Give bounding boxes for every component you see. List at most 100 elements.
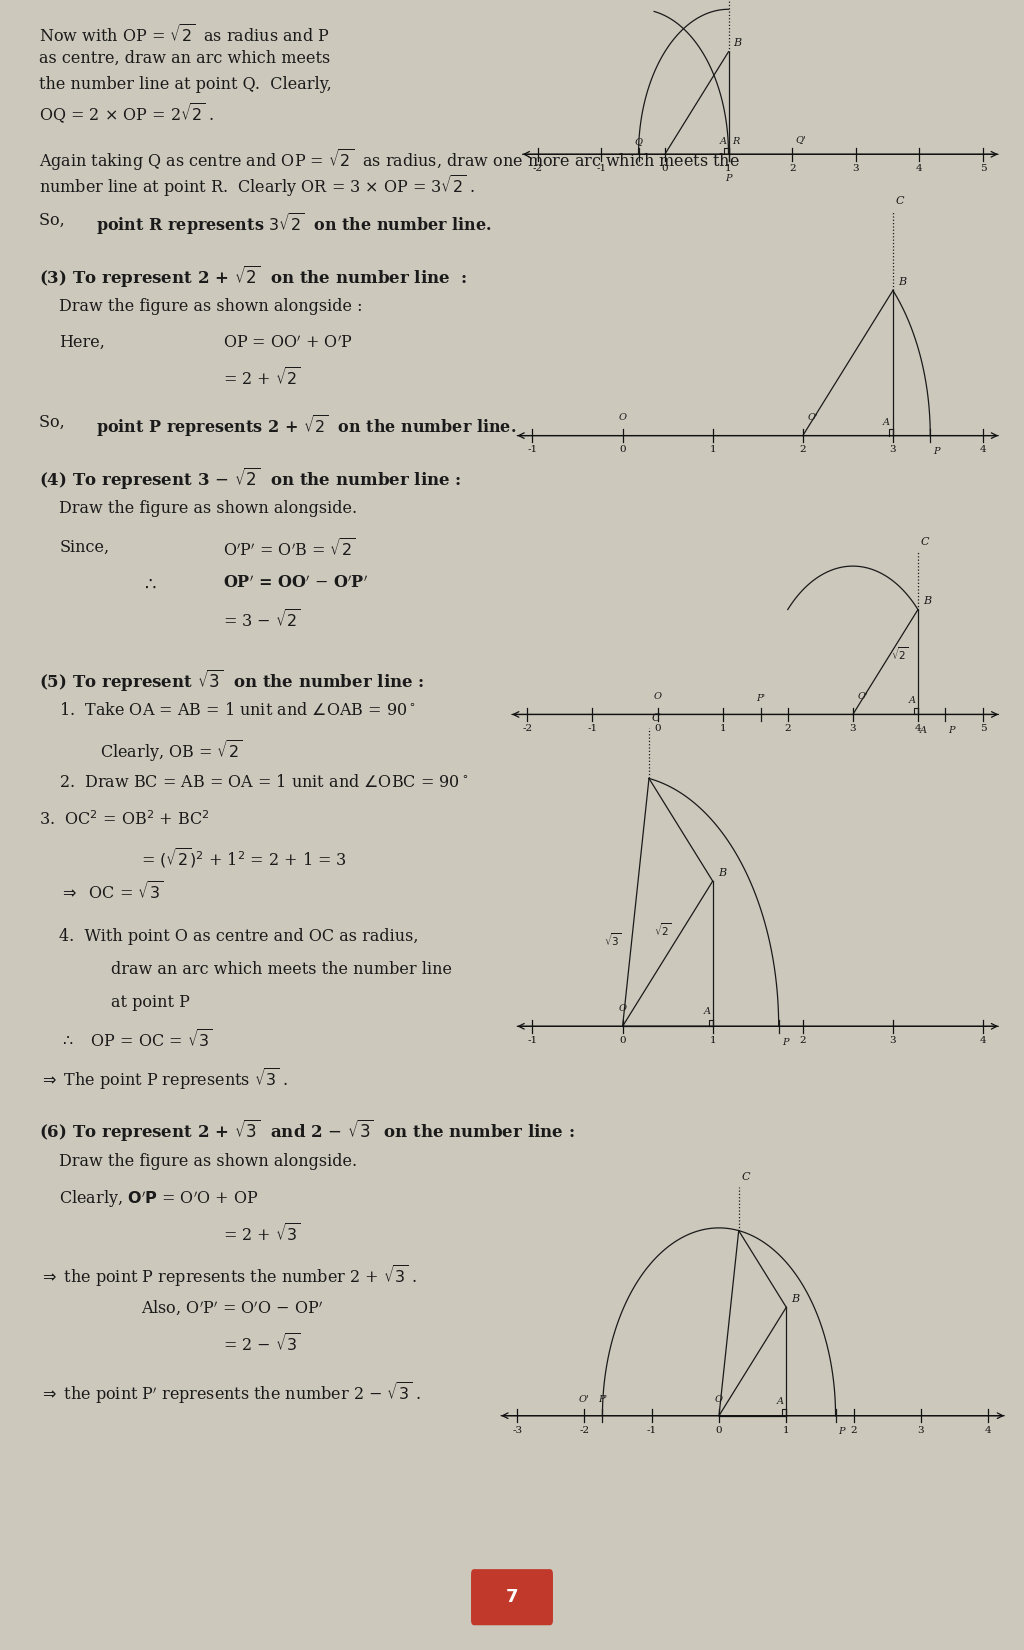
Text: 2: 2 <box>788 163 796 173</box>
Text: point R represents $3\sqrt{2}$  on the number line.: point R represents $3\sqrt{2}$ on the nu… <box>96 211 493 238</box>
Text: A: A <box>920 726 927 734</box>
Text: P: P <box>933 447 940 455</box>
Text: R: R <box>732 137 740 147</box>
Text: 3: 3 <box>850 724 856 733</box>
Text: -1: -1 <box>596 163 606 173</box>
Text: O: O <box>715 1396 723 1404</box>
Text: P': P' <box>598 1396 607 1404</box>
Text: C: C <box>741 1172 751 1183</box>
Text: point P represents 2 + $\sqrt{2}$  on the number line.: point P represents 2 + $\sqrt{2}$ on the… <box>96 414 516 439</box>
Text: Now with OP = $\sqrt{2}$  as radius and P: Now with OP = $\sqrt{2}$ as radius and P <box>39 25 330 46</box>
Text: C: C <box>921 536 930 546</box>
Text: P: P <box>839 1427 845 1436</box>
Text: A: A <box>777 1398 784 1406</box>
Text: OQ = 2 $\times$ OP = 2$\sqrt{2}$ .: OQ = 2 $\times$ OP = 2$\sqrt{2}$ . <box>39 102 214 125</box>
Text: Clearly, OB = $\sqrt{2}$: Clearly, OB = $\sqrt{2}$ <box>100 738 243 764</box>
Text: -1: -1 <box>588 724 598 733</box>
Text: 2: 2 <box>850 1426 857 1434</box>
Text: Since,: Since, <box>59 540 110 556</box>
Text: So,: So, <box>39 414 70 431</box>
Text: $\therefore$   OP = OC = $\sqrt{3}$: $\therefore$ OP = OC = $\sqrt{3}$ <box>59 1030 213 1053</box>
Text: $\therefore$: $\therefore$ <box>141 574 157 592</box>
Text: 0: 0 <box>620 446 626 454</box>
Text: 5: 5 <box>980 724 986 733</box>
Text: A: A <box>883 419 890 427</box>
Text: $\Rightarrow$ the point P$'$ represents the number 2 $-$ $\sqrt{3}$ .: $\Rightarrow$ the point P$'$ represents … <box>39 1381 421 1406</box>
Text: $\sqrt{3}$: $\sqrt{3}$ <box>604 931 622 947</box>
Text: O: O <box>618 1005 627 1013</box>
Text: B: B <box>792 1294 800 1304</box>
Text: Draw the figure as shown alongside :: Draw the figure as shown alongside : <box>59 299 362 315</box>
Text: B: B <box>898 277 906 287</box>
Text: $\Rightarrow$  OC = $\sqrt{3}$: $\Rightarrow$ OC = $\sqrt{3}$ <box>59 881 164 904</box>
Text: 5: 5 <box>980 163 986 173</box>
Text: number line at point R.  Clearly OR = 3 $\times$ OP = 3$\sqrt{2}$ .: number line at point R. Clearly OR = 3 $… <box>39 173 475 200</box>
Text: (5) To represent $\sqrt{3}$  on the number line :: (5) To represent $\sqrt{3}$ on the numbe… <box>39 667 424 693</box>
Text: 2.  Draw BC = AB = OA = 1 unit and $\angle$OBC = 90$^\circ$: 2. Draw BC = AB = OA = 1 unit and $\angl… <box>59 774 469 790</box>
Text: -2: -2 <box>580 1426 590 1434</box>
Text: P: P <box>948 726 954 734</box>
Text: Q: Q <box>635 137 642 147</box>
Text: B: B <box>923 596 931 606</box>
Text: OP$'$ = OO$'$ $-$ O$'$P$'$: OP$'$ = OO$'$ $-$ O$'$P$'$ <box>223 574 369 592</box>
Text: 2: 2 <box>800 446 806 454</box>
Text: 3: 3 <box>890 1036 896 1044</box>
Text: (3) To represent 2 + $\sqrt{2}$  on the number line  :: (3) To represent 2 + $\sqrt{2}$ on the n… <box>39 262 467 289</box>
Text: C: C <box>896 196 904 206</box>
Text: 1: 1 <box>719 724 726 733</box>
Text: -1: -1 <box>527 446 538 454</box>
Text: = 2 + $\sqrt{3}$: = 2 + $\sqrt{3}$ <box>223 1224 301 1246</box>
Text: P: P <box>781 1038 788 1046</box>
Text: draw an arc which meets the number line: draw an arc which meets the number line <box>111 960 452 978</box>
Text: 7: 7 <box>506 1589 518 1605</box>
FancyBboxPatch shape <box>471 1569 553 1625</box>
Text: 4.  With point O as centre and OC as radius,: 4. With point O as centre and OC as radi… <box>59 927 419 944</box>
Text: Clearly, $\mathbf{O'P}$ = O$'$O + OP: Clearly, $\mathbf{O'P}$ = O$'$O + OP <box>59 1188 259 1209</box>
Text: OP = OO$'$ + O$'$P: OP = OO$'$ + O$'$P <box>223 335 353 351</box>
Text: 3.  OC$^2$ = OB$^2$ + BC$^2$: 3. OC$^2$ = OB$^2$ + BC$^2$ <box>39 810 209 828</box>
Text: -2: -2 <box>522 724 532 733</box>
Text: B: B <box>733 38 741 48</box>
Text: Here,: Here, <box>59 335 105 351</box>
Text: as centre, draw an arc which meets: as centre, draw an arc which meets <box>39 51 330 68</box>
Text: 4: 4 <box>985 1426 991 1434</box>
Text: A: A <box>909 696 915 705</box>
Text: 1: 1 <box>725 163 732 173</box>
Text: $\sqrt{2}$: $\sqrt{2}$ <box>654 921 672 939</box>
Text: C: C <box>652 713 660 723</box>
Text: $\Rightarrow$ The point P represents $\sqrt{3}$ .: $\Rightarrow$ The point P represents $\s… <box>39 1066 289 1092</box>
Text: 3: 3 <box>852 163 859 173</box>
Text: So,: So, <box>39 211 70 228</box>
Text: = 2 $-$ $\sqrt{3}$: = 2 $-$ $\sqrt{3}$ <box>223 1335 301 1356</box>
Text: A: A <box>720 137 726 147</box>
Text: -1: -1 <box>646 1426 656 1434</box>
Text: -2: -2 <box>532 163 543 173</box>
Text: O: O <box>618 414 627 422</box>
Text: B: B <box>718 868 726 878</box>
Text: P: P <box>725 175 732 183</box>
Text: $\Rightarrow$ the point P represents the number 2 + $\sqrt{3}$ .: $\Rightarrow$ the point P represents the… <box>39 1262 418 1289</box>
Text: 0: 0 <box>654 724 660 733</box>
Text: P': P' <box>756 695 765 703</box>
Text: = 3 $-$ $\sqrt{2}$: = 3 $-$ $\sqrt{2}$ <box>223 610 301 632</box>
Text: Q': Q' <box>796 135 806 145</box>
Text: 0: 0 <box>620 1036 626 1044</box>
Text: = 2 + $\sqrt{2}$: = 2 + $\sqrt{2}$ <box>223 368 301 389</box>
Text: 4: 4 <box>980 1036 986 1044</box>
Text: at point P: at point P <box>111 993 189 1011</box>
Text: 4: 4 <box>980 446 986 454</box>
Text: 3: 3 <box>890 446 896 454</box>
Text: 4: 4 <box>916 163 923 173</box>
Text: 0: 0 <box>662 163 669 173</box>
Text: 1: 1 <box>783 1426 790 1434</box>
Text: Draw the figure as shown alongside.: Draw the figure as shown alongside. <box>59 1153 357 1170</box>
Text: (4) To represent 3 $-$ $\sqrt{2}$  on the number line :: (4) To represent 3 $-$ $\sqrt{2}$ on the… <box>39 465 462 490</box>
Text: O$'$P$'$ = O$'$B = $\sqrt{2}$: O$'$P$'$ = O$'$B = $\sqrt{2}$ <box>223 540 356 561</box>
Text: O': O' <box>808 414 818 422</box>
Text: 2: 2 <box>800 1036 806 1044</box>
Text: 1: 1 <box>710 446 716 454</box>
Text: O: O <box>653 693 662 701</box>
Text: 0: 0 <box>716 1426 722 1434</box>
Text: -3: -3 <box>512 1426 522 1434</box>
Text: 1: 1 <box>710 1036 716 1044</box>
